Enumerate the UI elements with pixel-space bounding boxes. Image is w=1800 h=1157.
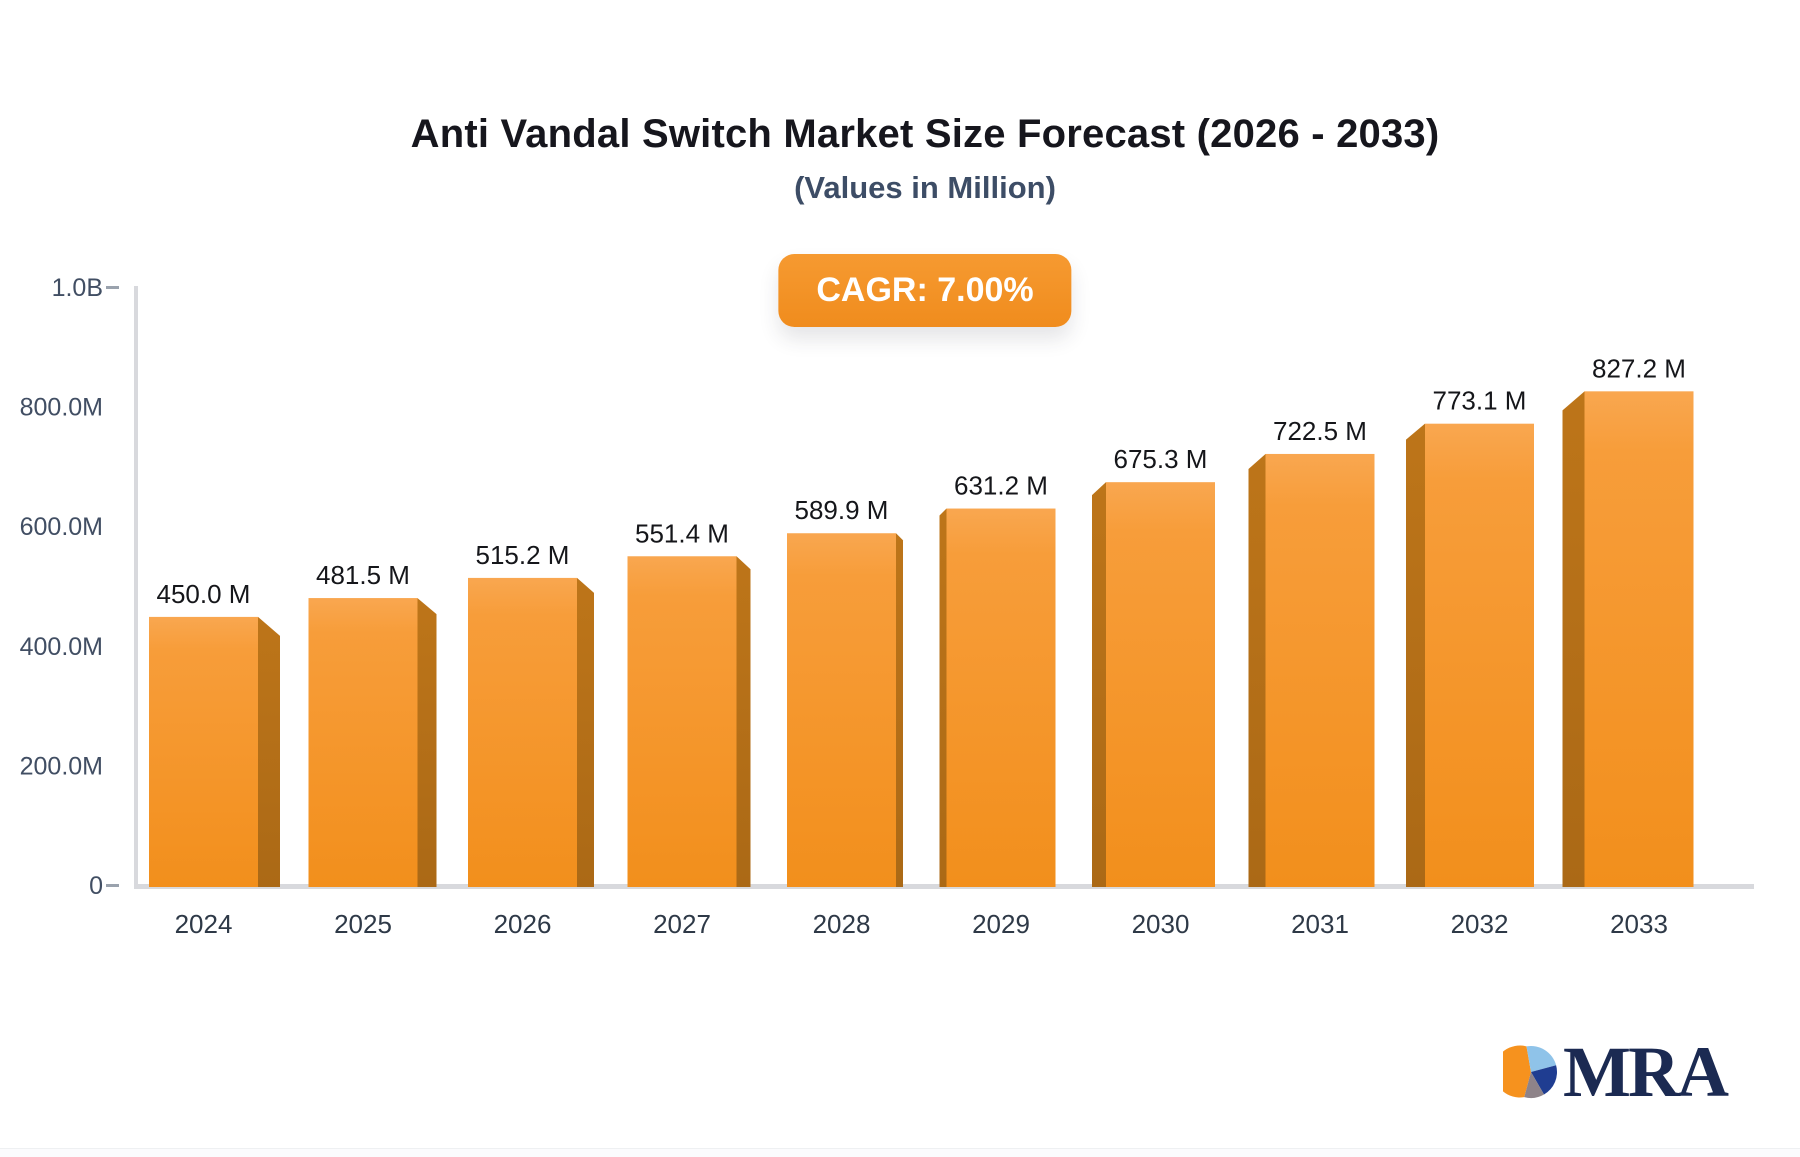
bar-2029 [946, 508, 1056, 887]
x-tick-label: 2025 [334, 909, 392, 939]
bar-side-2031 [1248, 453, 1266, 887]
bar-2032 [1425, 423, 1534, 887]
y-tick-dash [106, 286, 119, 289]
bar-side-2029 [939, 508, 947, 887]
bar-value-label: 827.2 M [1592, 353, 1686, 383]
x-tick-label: 2024 [175, 909, 233, 939]
x-tick-label: 2026 [494, 909, 552, 939]
bar-value-label: 589.9 M [795, 495, 889, 525]
x-tick-label: 2032 [1451, 909, 1509, 939]
x-tick-label: 2030 [1132, 909, 1190, 939]
bar-2033 [1584, 391, 1694, 887]
x-tick-label: 2029 [972, 909, 1030, 939]
chart-bars [149, 391, 1694, 887]
y-tick-label: 600.0M [20, 513, 103, 541]
bar-value-label: 515.2 M [476, 540, 570, 570]
pie-chart-logo-icon [1503, 1045, 1557, 1098]
x-tick-label: 2028 [813, 909, 871, 939]
cagr-badge: CAGR: 7.00% [778, 254, 1072, 327]
bar-side-2033 [1562, 391, 1585, 887]
bar-2025 [308, 598, 418, 887]
y-tick-label: 800.0M [20, 394, 103, 422]
bar-side-2032 [1406, 423, 1425, 887]
mra-logo: MRA [1503, 1032, 1729, 1112]
bar-side-2030 [1092, 482, 1106, 887]
y-tick-label: 0 [89, 872, 103, 900]
bar-2031 [1265, 453, 1375, 887]
bar-value-label: 773.1 M [1433, 386, 1527, 416]
bar-value-label: 551.4 M [635, 518, 729, 548]
bar-2024 [149, 616, 258, 887]
x-tick-label: 2033 [1610, 909, 1668, 939]
chart-subtitle: (Values in Million) [794, 170, 1056, 205]
y-axis-line [134, 286, 138, 887]
y-tick-label: 400.0M [20, 633, 103, 661]
card-bottom-edge [0, 1148, 1800, 1157]
bar-side-2025 [417, 598, 437, 887]
bar-value-label: 450.0 M [157, 579, 251, 609]
bar-side-2026 [577, 577, 594, 887]
logo-text: MRA [1563, 1032, 1729, 1112]
bar-2030 [1106, 482, 1215, 887]
bar-value-label: 722.5 M [1273, 416, 1367, 446]
bar-side-2027 [736, 556, 751, 887]
bar-2026 [468, 577, 577, 887]
y-tick-label: 1.0B [52, 274, 103, 302]
bar-2027 [627, 556, 737, 887]
y-tick-dash [106, 884, 119, 887]
x-tick-label: 2031 [1291, 909, 1349, 939]
bar-value-label: 631.2 M [954, 471, 1048, 501]
bar-value-label: 481.5 M [316, 560, 410, 590]
bar-side-2024 [258, 616, 280, 887]
chart-title: Anti Vandal Switch Market Size Forecast … [410, 112, 1440, 156]
chart-labels: 450.0 M 2024 481.5 M 2025 515.2 M 2026 551.4 M… [157, 353, 1686, 939]
bar-value-label: 675.3 M [1114, 444, 1208, 474]
bar-2028 [787, 533, 896, 887]
x-tick-label: 2027 [653, 909, 711, 939]
bar-side-2028 [896, 533, 903, 887]
y-tick-label: 200.0M [20, 752, 103, 780]
